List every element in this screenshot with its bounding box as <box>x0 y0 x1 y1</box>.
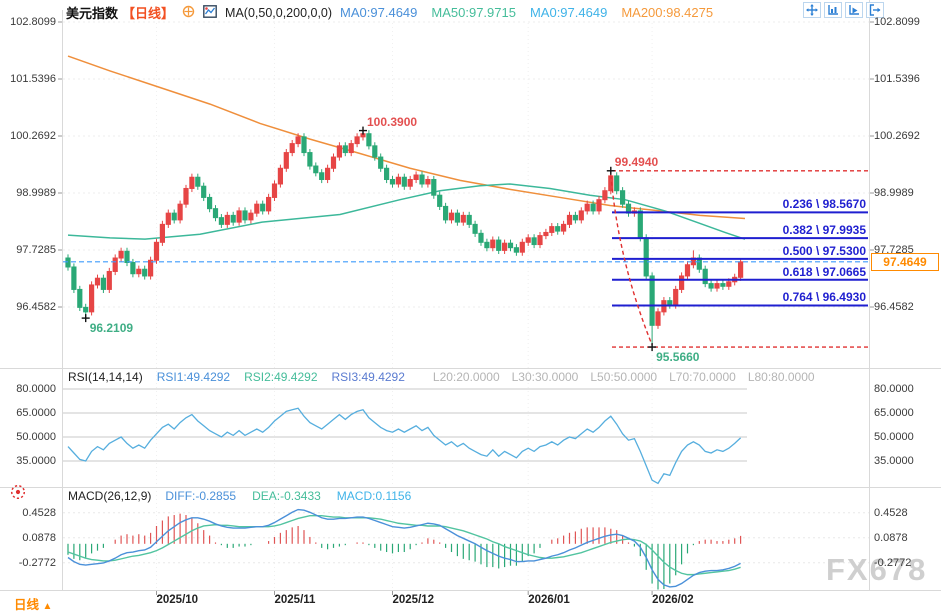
watermark: FX678 <box>826 552 928 587</box>
indicator-value: DIFF:-0.2855 <box>165 489 237 503</box>
indicator-value: RSI3:49.4292 <box>331 370 405 384</box>
indicator-value: L80:80.0000 <box>747 370 815 384</box>
macd-axis-tick: 0.0878 <box>874 531 908 544</box>
chart-header: 美元指数 【日线】 MA(0,50,0,200,0,0) MA0:97.4649 M… <box>66 3 727 22</box>
fib-anchor-marker <box>359 126 367 135</box>
macd-diff-line <box>67 508 741 588</box>
time-axis-label: 2025/10 <box>156 594 199 606</box>
macd-hist-value: MACD:0.1156 <box>337 489 413 503</box>
indicator-value: MACD:0.1156 <box>336 489 412 503</box>
indicator-value: L30:30.0000 <box>511 370 579 384</box>
symbol-name: 美元指数 <box>66 6 119 21</box>
rsi-axis-tick: 50.0000 <box>16 431 56 443</box>
indicator-value: DEA:-0.3433 <box>252 489 321 503</box>
price-annotation: 96.2109 <box>89 321 134 336</box>
exit-chart-icon[interactable] <box>866 2 884 18</box>
time-axis-label: 2026/01 <box>528 594 570 606</box>
price-axis-tick: 102.8099 <box>10 16 56 28</box>
ma-line <box>67 55 746 220</box>
ma-values: MA0:97.4649 MA50:97.9715 MA0:97.4649 MA200:… <box>340 5 727 20</box>
time-axis-label: 2025/11 <box>274 594 316 606</box>
rsi-series-values: RSI1:49.4292 RSI2:49.4292 RSI3:49.4292 <box>157 370 419 384</box>
indicator-value: MA200:98.4275 <box>621 5 714 20</box>
price-axis-tick: 98.9989 <box>874 187 914 199</box>
price-axis-tick: 97.7285 <box>16 244 56 256</box>
grid-layer <box>63 21 869 595</box>
rsi-axis-tick: 80.0000 <box>16 383 56 395</box>
indicator-value: L20:20.0000 <box>432 370 500 384</box>
panel-borders <box>0 0 941 591</box>
price-axis-tick: 102.8099 <box>874 16 920 28</box>
period-selector[interactable]: 日线 ▲ <box>14 594 52 611</box>
indicator-value: MA0:97.4649 <box>340 5 418 20</box>
macd-dea-value: DEA:-0.3433 <box>252 489 323 503</box>
macd-axis-tick: 0.4528 <box>874 506 908 519</box>
indicator-value: L50:50.0000 <box>590 370 658 384</box>
rsi-level-labels: L20:20.0000 L30:30.0000 L50:50.0000 L70:70.… <box>433 370 827 384</box>
rsi-axis-tick: 65.0000 <box>874 407 914 419</box>
fib-retracement <box>610 170 868 348</box>
macd-axis-tick: 0.4528 <box>22 506 56 519</box>
rsi-line <box>67 407 742 485</box>
macd-axis-tick: -0.2772 <box>18 556 56 569</box>
rsi-title: RSI(14,14,14) <box>68 370 143 384</box>
price-annotation: 100.3900 <box>367 114 418 129</box>
rsi-axis-tick: 35.0000 <box>16 455 56 467</box>
price-axis-tick: 100.2692 <box>10 130 56 142</box>
ma-settings: MA(0,50,0,200,0,0) <box>225 5 333 20</box>
chevron-up-icon: ▲ <box>42 601 53 611</box>
price-axis-tick: 101.5396 <box>10 72 56 85</box>
price-annotation: 95.5660 <box>656 350 700 365</box>
candles-layer <box>65 130 744 348</box>
macd-title: MACD(26,12,9) <box>68 489 152 503</box>
price-axis-tick: 97.7285 <box>874 244 914 256</box>
alert-radar-icon[interactable] <box>9 483 27 506</box>
rsi-axis-tick: 35.0000 <box>874 455 914 467</box>
fib-level-label: 0.500 \ 97.5300 <box>782 243 866 258</box>
rsi-axis-tick: 80.0000 <box>874 383 914 395</box>
price-axis-tick: 101.5396 <box>874 72 920 85</box>
indicator-value: RSI1:49.4292 <box>156 370 231 384</box>
crosshair-icon[interactable] <box>182 5 195 21</box>
indicator-value: RSI2:49.4292 <box>244 370 318 384</box>
period-selector-label: 日线 <box>14 598 40 611</box>
macd-header: MACD(26,12,9) DIFF:-0.2855 DEA:-0.3433 M… <box>68 489 413 503</box>
period-tag: 【日线】 <box>122 6 175 21</box>
rsi-header: RSI(14,14,14) RSI1:49.4292 RSI2:49.4292 RS… <box>68 370 827 384</box>
price-axis-tick: 96.4582 <box>874 301 914 313</box>
scale-axis-icon[interactable] <box>824 2 842 18</box>
axis-play-icon[interactable] <box>845 2 863 18</box>
time-axis-label: 2026/02 <box>652 594 694 606</box>
macd-axis-tick: -0.2772 <box>874 556 912 569</box>
indicator-value: MA0:97.4649 <box>529 5 608 20</box>
rsi-axis-tick: 50.0000 <box>874 431 914 443</box>
last-price-box: 97.4649 <box>871 253 939 272</box>
indicator-value: L70:70.0000 <box>669 370 736 384</box>
macd-histogram <box>67 513 742 590</box>
ma-line <box>67 183 746 240</box>
price-axis-tick: 100.2692 <box>874 130 920 142</box>
price-axis-tick: 98.9989 <box>16 187 56 199</box>
chart-toolbar <box>803 2 884 18</box>
move-icon[interactable] <box>803 2 821 18</box>
indicator-chart-icon[interactable] <box>203 4 217 21</box>
price-axis-tick: 96.4582 <box>16 301 56 313</box>
fib-anchor-marker <box>81 314 90 323</box>
indicator-value: MA50:97.9715 <box>431 5 516 20</box>
fib-anchor-marker <box>648 343 657 352</box>
fib-level-label: 0.382 \ 97.9935 <box>782 223 866 238</box>
fib-level-label: 0.236 \ 98.5670 <box>782 197 866 212</box>
macd-diff-value: DIFF:-0.2855 <box>165 489 238 503</box>
time-axis-label: 2025/12 <box>392 594 435 606</box>
fib-anchor-marker <box>606 166 615 175</box>
fib-level-label: 0.764 \ 96.4930 <box>782 290 866 305</box>
price-annotation: 99.4940 <box>614 154 659 169</box>
fib-level-label: 0.618 \ 97.0665 <box>782 264 866 279</box>
rsi-axis-tick: 65.0000 <box>16 407 56 419</box>
macd-axis-tick: 0.0878 <box>22 531 56 544</box>
